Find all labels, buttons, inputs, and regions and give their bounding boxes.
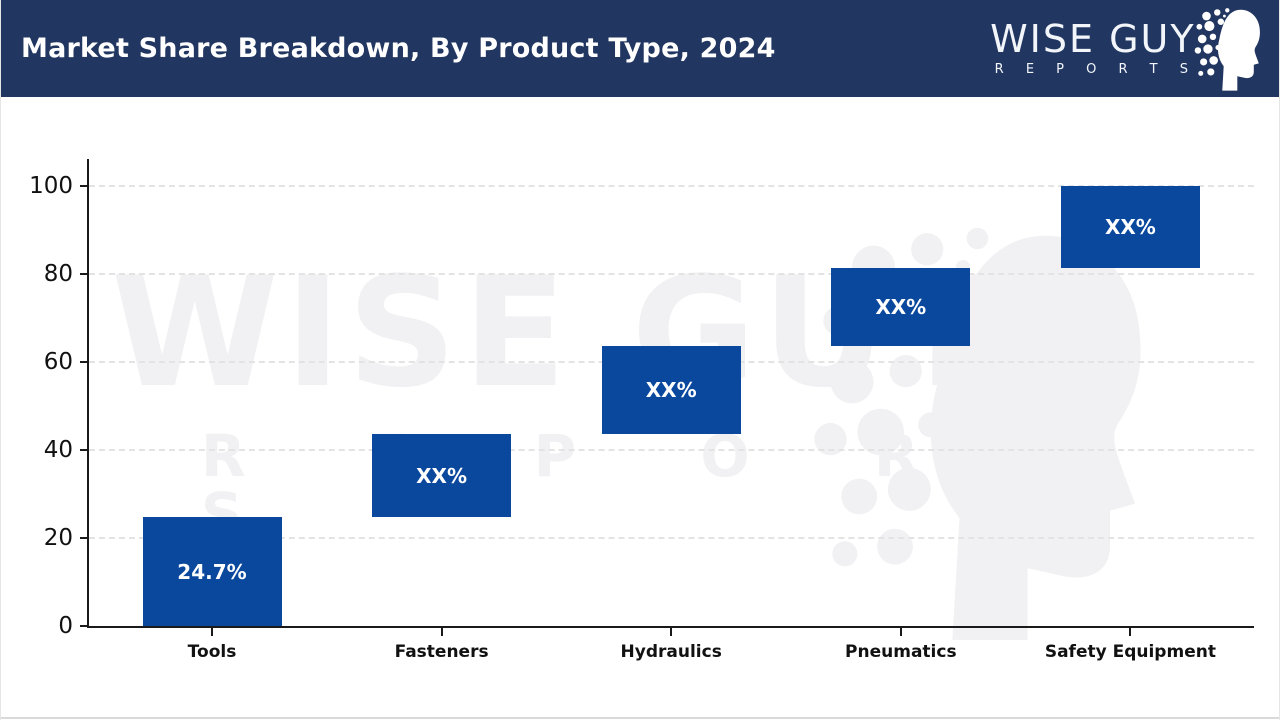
xtick-label-1: Fasteners <box>394 642 489 662</box>
bar-value-label: 24.7% <box>177 559 247 584</box>
header: Market Share Breakdown, By Product Type,… <box>1 0 1279 97</box>
gridline-20 <box>89 537 1254 539</box>
ytick-60 <box>80 361 89 363</box>
ytick-label-60: 60 <box>43 349 73 375</box>
x-axis-spine <box>87 626 1254 628</box>
bar-value-label: XX% <box>645 378 697 403</box>
xtick-label-3: Pneumatics <box>845 642 957 662</box>
watermark-line2: R E P O R T S <box>201 422 1135 548</box>
ytick-label-0: 0 <box>58 613 73 639</box>
xtick-label-4: Safety Equipment <box>1044 642 1216 662</box>
xtick-1 <box>440 628 443 636</box>
ytick-label-100: 100 <box>29 173 73 199</box>
ytick-label-80: 80 <box>43 261 73 287</box>
page-title: Market Share Breakdown, By Product Type,… <box>21 33 776 64</box>
xtick-3 <box>899 628 902 636</box>
chart-area: WISE GUY R E P O R T S 0 20 40 60 80 100 24.7%… <box>1 97 1279 718</box>
bar-safety-equipment: XX% <box>1060 186 1200 268</box>
footer-divider <box>1 717 1279 719</box>
ytick-40 <box>80 449 89 451</box>
xtick-label-2: Hydraulics <box>620 642 722 662</box>
gridline-40 <box>89 449 1254 451</box>
logo-subtext: R E P O R T S <box>994 62 1197 77</box>
ytick-100 <box>80 185 89 187</box>
xtick-0 <box>211 628 213 636</box>
bar-value-label: XX% <box>416 463 468 488</box>
bar-fasteners: XX% <box>372 434 512 518</box>
xtick-2 <box>670 628 673 636</box>
wiseguy-logo: WISE GUY R E P O R T S <box>989 6 1267 92</box>
gridline-80 <box>89 273 1254 275</box>
y-axis-spine <box>87 159 89 628</box>
bar-hydraulics: XX% <box>601 346 741 435</box>
ytick-label-40: 40 <box>43 437 73 463</box>
bar-tools: 24.7% <box>142 517 282 626</box>
bar-value-label: XX% <box>875 294 927 319</box>
bar-pneumatics: XX% <box>831 267 971 347</box>
bar-value-label: XX% <box>1104 214 1156 239</box>
ytick-80 <box>80 273 89 275</box>
ytick-20 <box>80 537 89 539</box>
gridline-100 <box>89 185 1254 187</box>
watermark-head-icon <box>756 217 1206 647</box>
ytick-label-20: 20 <box>43 525 73 551</box>
xtick-4 <box>1129 628 1132 636</box>
ytick-0 <box>80 625 89 627</box>
logo-head-icon <box>1189 6 1267 92</box>
xtick-label-0: Tools <box>187 642 237 662</box>
logo-wordmark: WISE GUY <box>990 17 1196 61</box>
